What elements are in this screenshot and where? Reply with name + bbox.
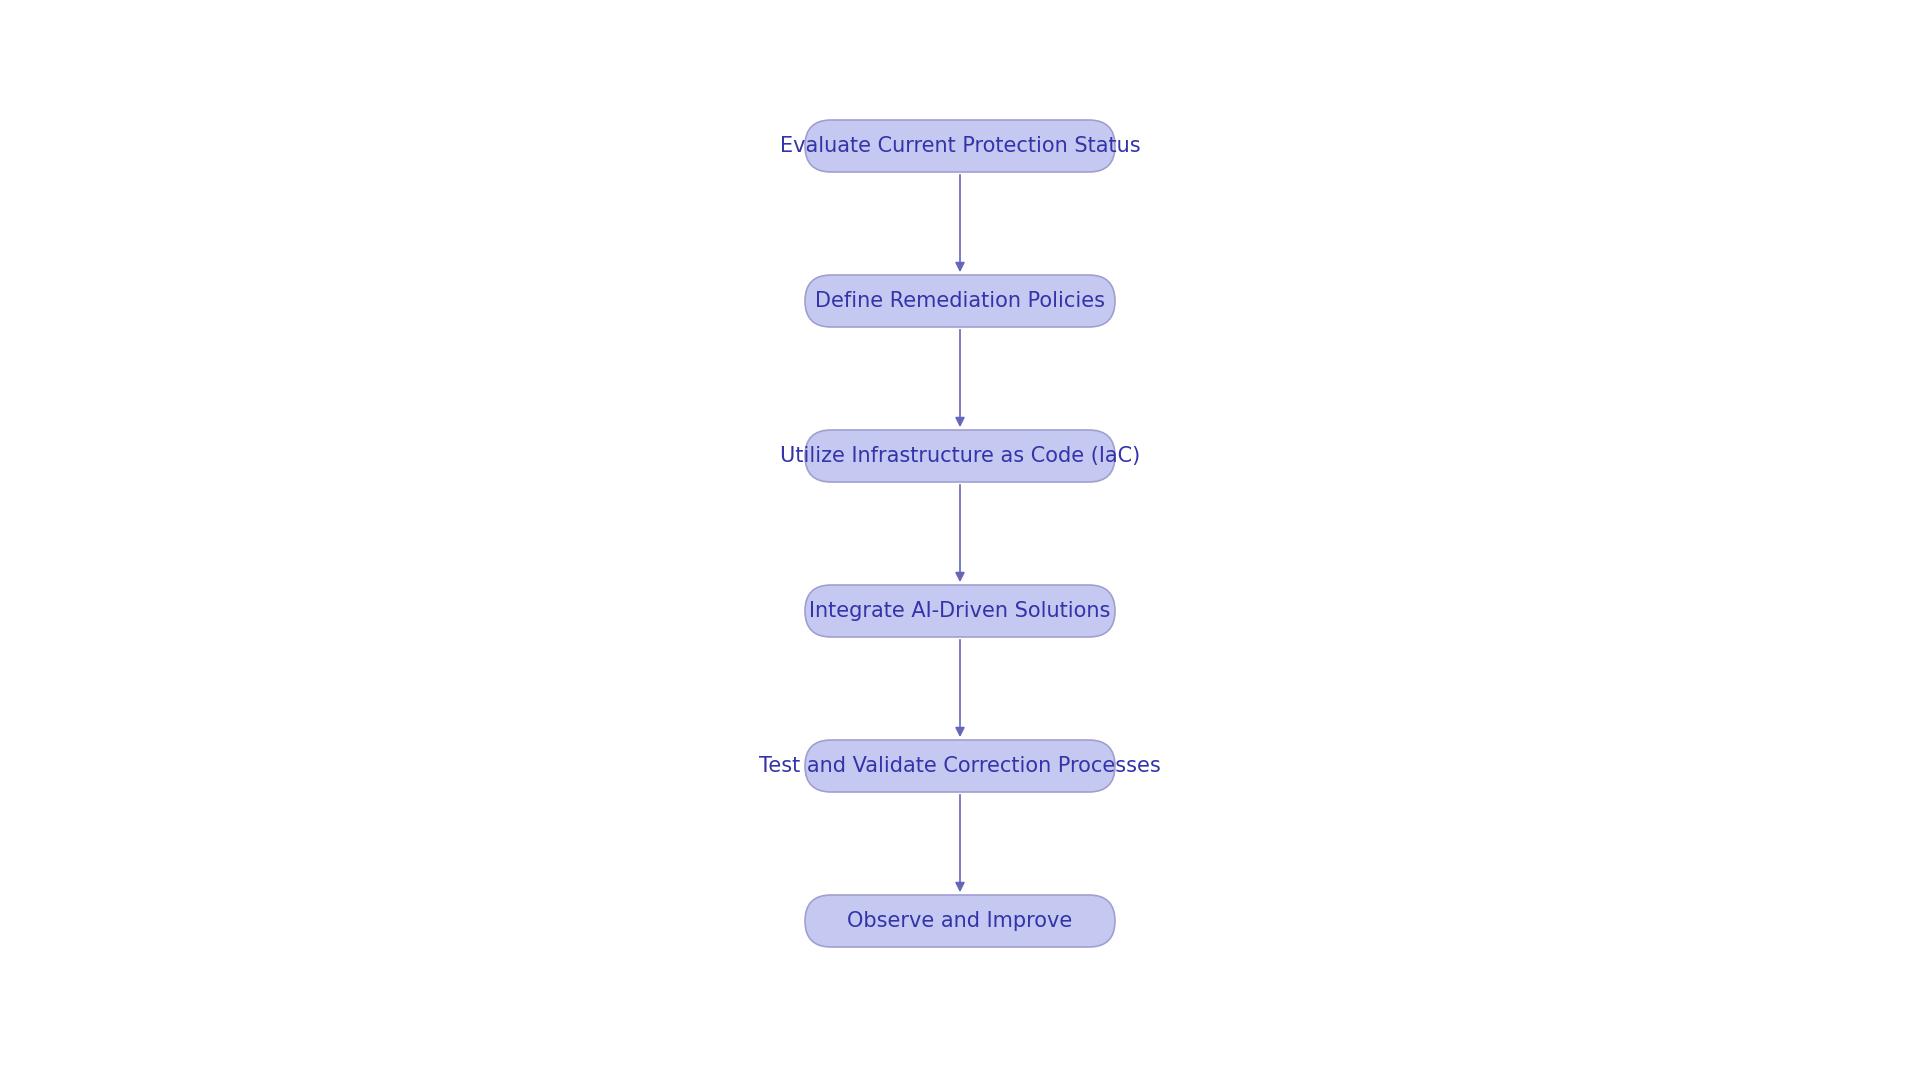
Text: Evaluate Current Protection Status: Evaluate Current Protection Status bbox=[780, 136, 1140, 156]
Text: Test and Validate Correction Processes: Test and Validate Correction Processes bbox=[758, 756, 1162, 777]
FancyBboxPatch shape bbox=[804, 585, 1116, 637]
Text: Define Remediation Policies: Define Remediation Policies bbox=[814, 291, 1106, 311]
FancyBboxPatch shape bbox=[804, 120, 1116, 172]
FancyBboxPatch shape bbox=[804, 895, 1116, 947]
Text: Observe and Improve: Observe and Improve bbox=[847, 911, 1073, 931]
Text: Integrate AI-Driven Solutions: Integrate AI-Driven Solutions bbox=[810, 601, 1110, 621]
FancyBboxPatch shape bbox=[804, 275, 1116, 327]
Text: Utilize Infrastructure as Code (IaC): Utilize Infrastructure as Code (IaC) bbox=[780, 446, 1140, 466]
FancyBboxPatch shape bbox=[804, 740, 1116, 792]
FancyBboxPatch shape bbox=[804, 430, 1116, 482]
